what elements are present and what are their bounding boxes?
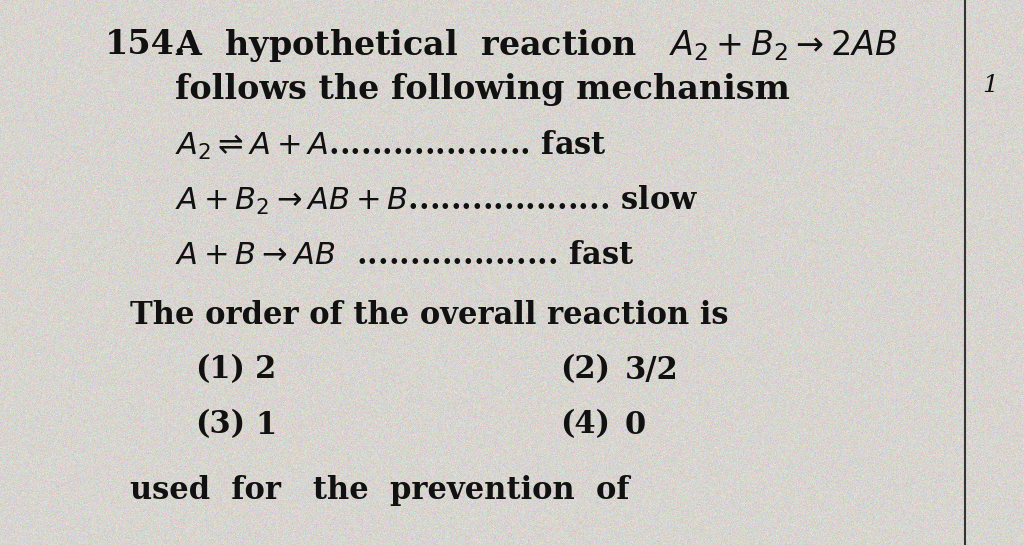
Text: 1: 1 bbox=[255, 409, 276, 440]
Text: 1: 1 bbox=[982, 74, 998, 96]
Text: 2: 2 bbox=[255, 354, 276, 385]
Text: $\mathit{A+B\rightarrow AB}$  ................... fast: $\mathit{A+B\rightarrow AB}$ ...........… bbox=[175, 239, 635, 270]
Text: used  for   the  prevention  of: used for the prevention of bbox=[130, 475, 630, 506]
Text: (3): (3) bbox=[195, 409, 245, 440]
Text: $\mathit{A+B_2\rightarrow AB+B}$................... slow: $\mathit{A+B_2\rightarrow AB+B}$........… bbox=[175, 184, 698, 216]
Text: (2): (2) bbox=[560, 354, 610, 385]
Text: 0: 0 bbox=[625, 409, 646, 440]
Text: (4): (4) bbox=[560, 409, 610, 440]
Text: follows the following mechanism: follows the following mechanism bbox=[175, 74, 790, 106]
Text: 3/2: 3/2 bbox=[625, 354, 679, 385]
Text: A  hypothetical  reaction   $\mathit{A_2+B_2\rightarrow 2AB}$: A hypothetical reaction $\mathit{A_2+B_2… bbox=[175, 27, 897, 64]
Text: The order of the overall reaction is: The order of the overall reaction is bbox=[130, 300, 728, 330]
Text: 154.: 154. bbox=[105, 28, 186, 62]
Text: $\mathit{A_2\rightleftharpoons A+A}$................... fast: $\mathit{A_2\rightleftharpoons A+A}$....… bbox=[175, 129, 607, 161]
Text: (1): (1) bbox=[195, 354, 245, 385]
